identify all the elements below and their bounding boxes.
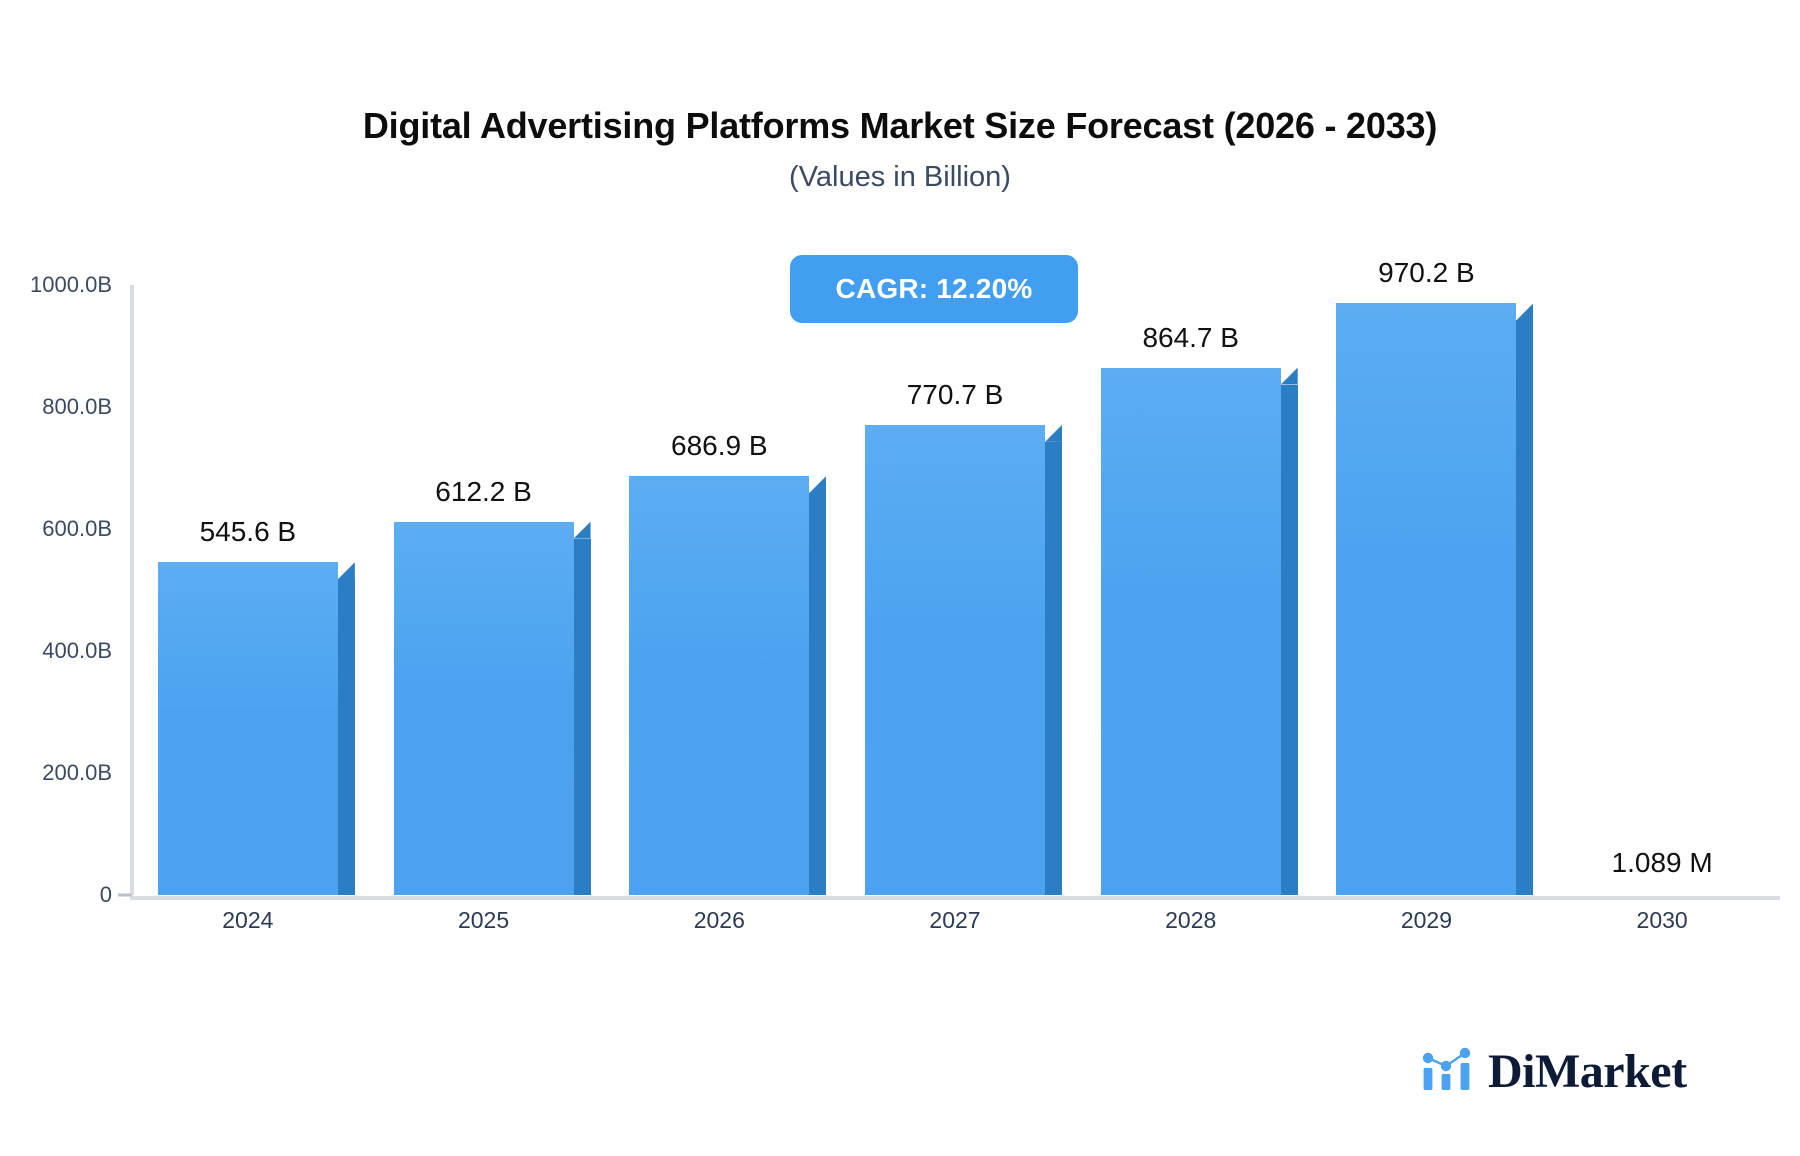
- bar-side-face: [1045, 441, 1062, 895]
- bar-front-face: [1100, 367, 1281, 895]
- bar: 970.2 B: [1336, 257, 1534, 895]
- page-title: Digital Advertising Platforms Market Siz…: [362, 105, 1438, 146]
- bar: 864.7 B: [1100, 322, 1298, 895]
- bar: 612.2 B: [393, 476, 591, 895]
- x-axis-tick-label: 2030: [1636, 907, 1688, 933]
- cagr-badge: CAGR: 12.20%: [790, 255, 1078, 323]
- x-axis-tick-label: 2029: [1400, 907, 1453, 933]
- y-axis-labels: 0 200.0B 400.0B 600.0B 800.0B 1000.0B: [0, 272, 132, 907]
- bar-value-label: 770.7 B: [906, 378, 1004, 410]
- bar-front-face: [1336, 303, 1517, 895]
- bar-top-bevel: [1045, 424, 1062, 442]
- dimarket-logo: DiMarket: [1422, 1046, 1687, 1097]
- bar-front-face: [629, 476, 810, 895]
- x-axis-tick-label: 2028: [1165, 907, 1217, 933]
- bar: 1.089 M: [1572, 847, 1752, 895]
- bar-value-label: 545.6 B: [199, 516, 297, 548]
- chart-subtitle: (Values in Billion): [789, 161, 1011, 194]
- plot-area: 0 200.0B 400.0B 600.0B 800.0B 1000.0B 545.6 B…: [30, 257, 1780, 933]
- y-axis-tick-label: 0: [99, 882, 112, 907]
- bar-side-face: [809, 493, 827, 895]
- bar-side-face: [573, 538, 591, 895]
- x-axis-labels: 2024 2025 2026 2027 2028 2029 2030: [130, 907, 1780, 947]
- x-axis-tick-label: 2025: [457, 907, 510, 933]
- title-block: Digital Advertising Platforms Market Siz…: [0, 104, 1800, 194]
- bar-side-face: [1516, 320, 1534, 895]
- y-axis-tick-label: 400.0B: [42, 638, 112, 663]
- bar-top-bevel: [573, 521, 591, 539]
- x-axis-line: [130, 896, 1780, 900]
- bar-top-bevel: [1280, 367, 1298, 385]
- x-axis-tick-label: 2026: [693, 907, 745, 933]
- bar-value-label: 612.2 B: [435, 475, 532, 507]
- bar-side-face: [1280, 384, 1298, 895]
- bar-front-face: [393, 521, 574, 895]
- y-axis-tick-mark: [118, 893, 132, 897]
- bar-top-bevel: [809, 476, 827, 493]
- bar: 686.9 B: [629, 430, 827, 895]
- cagr-badge-label: CAGR: 12.20%: [835, 273, 1033, 304]
- bar-top-bevel: [1516, 303, 1534, 321]
- y-axis-tick-label: 1000.0B: [30, 272, 112, 297]
- y-axis-tick-label: 200.0B: [42, 760, 112, 785]
- bars-layer: 545.6 B 612.2 B 686.9 B 770.7 B 864.7 B 970.2…: [130, 257, 1780, 895]
- bar-front-face: [865, 424, 1045, 895]
- y-axis-line: [130, 285, 134, 895]
- bar: 545.6 B: [157, 516, 355, 895]
- logo-text: DiMarket: [1488, 1044, 1687, 1098]
- x-axis-tick-label: 2027: [929, 907, 981, 933]
- bar-front-face: [157, 562, 338, 895]
- x-axis-tick-label: 2024: [222, 907, 274, 933]
- bar-value-label: 1.089 M: [1611, 847, 1713, 878]
- bar: 770.7 B: [865, 379, 1062, 895]
- bar-value-label: 970.2 B: [1378, 257, 1475, 289]
- bar-value-label: 864.7 B: [1142, 321, 1239, 353]
- bar-side-face: [337, 579, 355, 895]
- bar-top-bevel: [337, 562, 355, 580]
- bar-value-label: 686.9 B: [671, 430, 768, 461]
- bar-chart-icon: [1422, 1046, 1474, 1097]
- y-axis-tick-label: 800.0B: [42, 394, 112, 419]
- y-axis-tick-label: 600.0B: [42, 516, 112, 541]
